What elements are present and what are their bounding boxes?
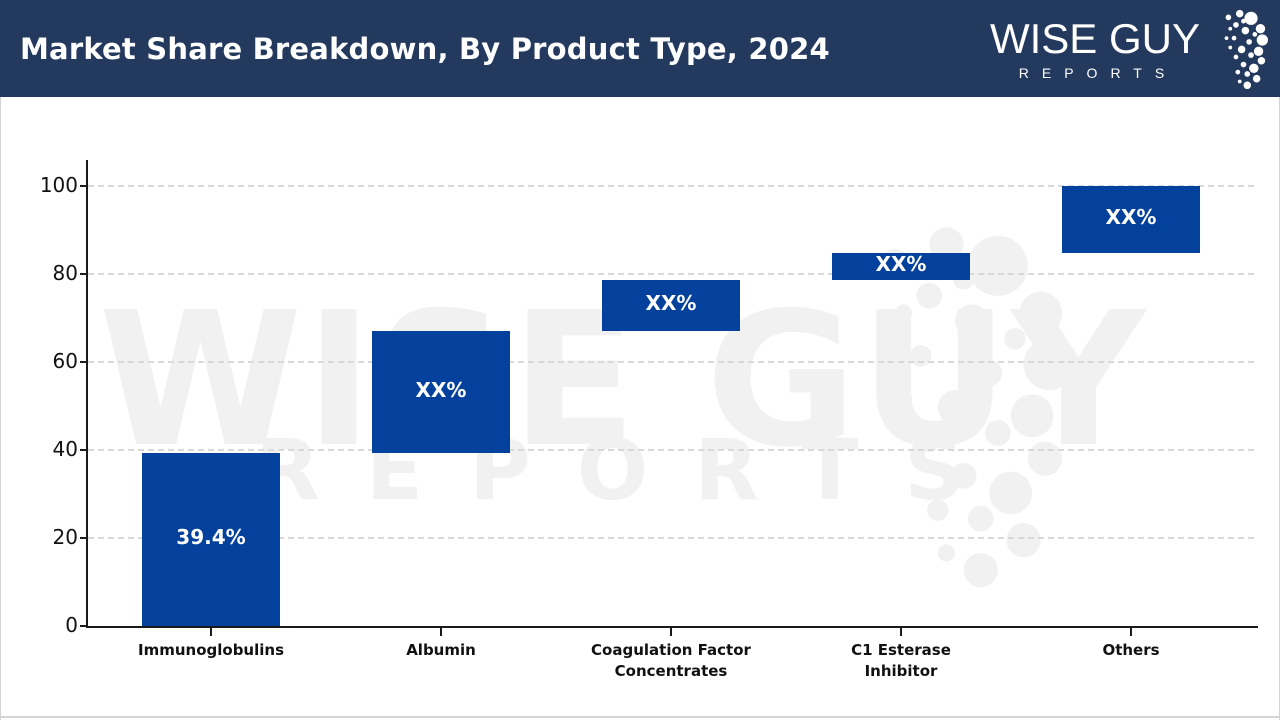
bar-value-label: XX% xyxy=(415,377,467,402)
x-category-label-line: Concentrates xyxy=(614,662,728,680)
x-tick-mark xyxy=(1130,628,1132,636)
y-tick-label: 0 xyxy=(65,613,78,637)
frame-border-left xyxy=(0,97,1,720)
y-tick-label: 100 xyxy=(39,173,78,197)
x-tick-mark xyxy=(440,628,442,636)
x-category-label-line: Coagulation Factor xyxy=(591,641,751,659)
x-category-label-line: Others xyxy=(1102,641,1160,659)
bar-segment xyxy=(142,452,280,626)
y-tick-mark xyxy=(80,361,88,363)
y-tick-label: 60 xyxy=(52,349,78,373)
y-gridline xyxy=(88,361,1256,363)
y-axis-line xyxy=(86,160,88,628)
logo-text: WISE GUY REPORTS xyxy=(989,14,1200,81)
logo-head-icon xyxy=(1224,9,1268,90)
chart-title: Market Share Breakdown, By Product Type,… xyxy=(20,31,830,66)
y-tick-label: 80 xyxy=(52,261,78,285)
y-tick-mark xyxy=(80,449,88,451)
bar-value-label: XX% xyxy=(1105,205,1157,230)
bar-value-label: XX% xyxy=(645,291,697,316)
y-tick-mark xyxy=(80,537,88,539)
y-gridline xyxy=(88,185,1256,187)
bar-value-label: XX% xyxy=(875,252,927,277)
wise-guy-logo: WISE GUY REPORTS xyxy=(990,6,1268,91)
y-tick-mark xyxy=(80,273,88,275)
x-tick-mark xyxy=(210,628,212,636)
x-category-label-line: Immunoglobulins xyxy=(138,641,284,659)
x-category-label: Albumin xyxy=(326,640,556,661)
x-tick-mark xyxy=(900,628,902,636)
y-tick-mark xyxy=(80,185,88,187)
header-band: Market Share Breakdown, By Product Type,… xyxy=(0,0,1280,97)
x-category-label-line: Albumin xyxy=(406,641,476,659)
bar-segment xyxy=(602,279,740,332)
logo-subtext: REPORTS xyxy=(1018,64,1178,81)
x-category-label-line: Inhibitor xyxy=(864,662,938,680)
y-tick-mark xyxy=(80,625,88,627)
x-category-label: Coagulation Factor Concentrates xyxy=(556,640,786,682)
x-category-label: Immunoglobulins xyxy=(96,640,326,661)
bar-segment xyxy=(1062,186,1200,253)
logo-wordmark: WISE GUY xyxy=(989,14,1200,62)
x-category-label: C1 Esterase Inhibitor xyxy=(786,640,1016,682)
frame-border-bottom xyxy=(0,716,1280,718)
y-gridline xyxy=(88,537,1256,539)
x-axis-line xyxy=(86,626,1258,628)
y-gridline xyxy=(88,449,1256,451)
x-category-label: Others xyxy=(1016,640,1246,661)
bar-segment xyxy=(372,331,510,453)
y-gridline xyxy=(88,273,1256,275)
y-tick-label: 20 xyxy=(52,525,78,549)
bar-value-label: 39.4% xyxy=(176,525,246,550)
x-tick-mark xyxy=(670,628,672,636)
y-tick-label: 40 xyxy=(52,437,78,461)
bar-segment xyxy=(832,252,970,280)
x-category-label-line: C1 Esterase xyxy=(851,641,951,659)
